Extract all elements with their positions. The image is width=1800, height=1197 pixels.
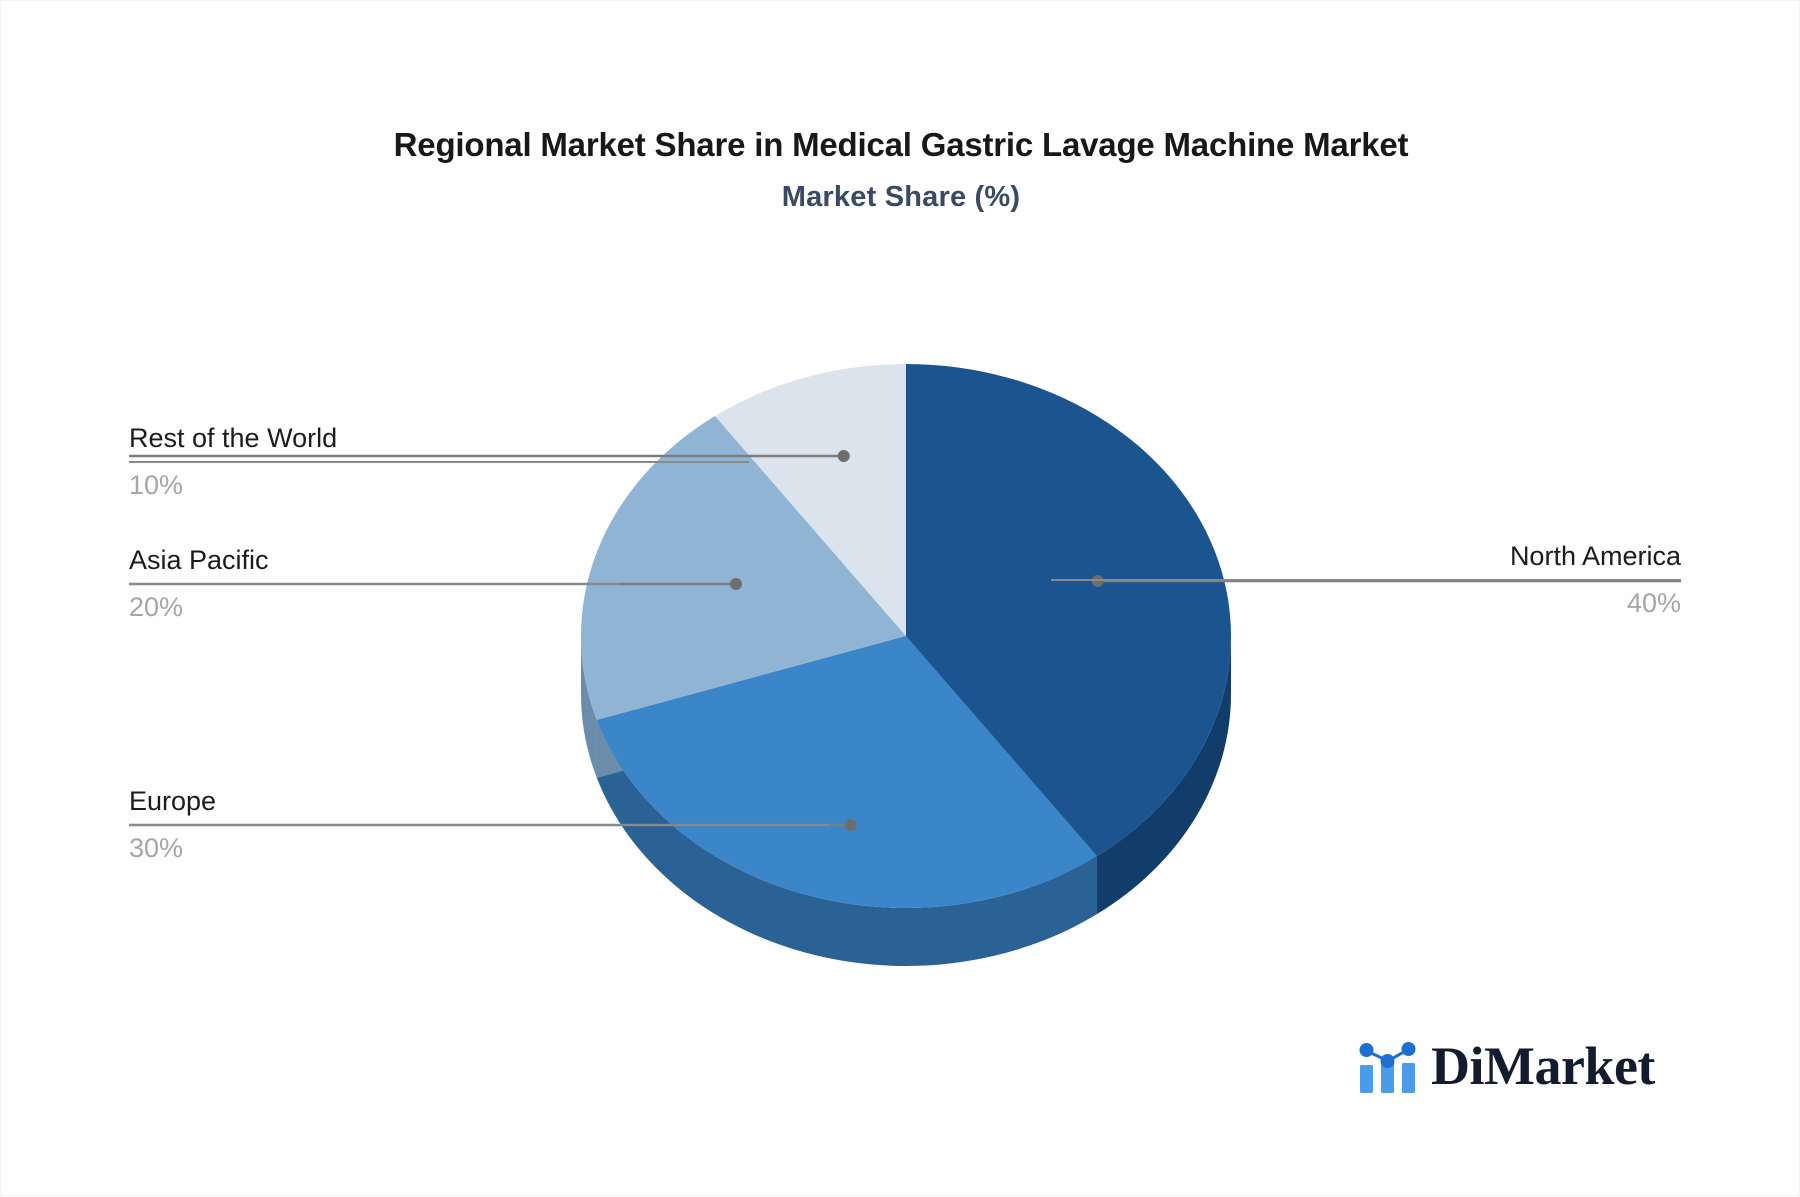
callout-label-north-america: North America	[1509, 541, 1681, 571]
callout-label-europe: Europe	[129, 786, 217, 816]
page-title: Regional Market Share in Medical Gastric…	[393, 126, 1409, 163]
callout-value-north-america: 40%	[1626, 588, 1681, 619]
callout-label-asia-pacific: Asia Pacific	[129, 545, 269, 575]
callout-rest-of-world: Rest of the World 10%	[129, 423, 749, 501]
callout-rule	[1051, 579, 1681, 582]
callout-asia-pacific: Asia Pacific 20%	[129, 545, 619, 623]
callout-value-europe: 30%	[129, 833, 184, 864]
chart-subtitle: Market Share (%)	[781, 181, 1021, 214]
title-block: Regional Market Share in Medical Gastric…	[1, 126, 1800, 214]
callout-label-rest-of-world: Rest of the World	[129, 423, 338, 453]
pie-slice-side	[1097, 636, 1231, 915]
leader-dot	[837, 450, 850, 462]
pie-leader-lines	[129, 450, 1681, 831]
leader-dot	[729, 578, 742, 590]
leader-dot	[844, 819, 857, 831]
pie-slice-cut-face	[596, 636, 906, 779]
brand-logo: DiMarket	[1357, 1037, 1655, 1095]
pie-slice-side	[581, 636, 597, 779]
callout-europe: Europe 30%	[129, 786, 829, 864]
brand-name: DiMarket	[1431, 1036, 1655, 1096]
callout-value-asia-pacific: 20%	[129, 592, 184, 623]
pie-slice-cut-face	[906, 636, 1098, 915]
callout-rule	[129, 583, 619, 586]
callout-rule	[129, 461, 749, 464]
callout-north-america: North America 40%	[1051, 541, 1681, 619]
bar-chart-trend-icon	[1359, 1042, 1416, 1093]
pie-slice-cut-face	[906, 636, 1098, 915]
pie-slice-cut-face	[596, 636, 906, 779]
pie-slice-europe[interactable]	[596, 636, 1098, 908]
callout-rule	[129, 824, 829, 827]
callout-value-rest-of-world: 10%	[129, 470, 184, 501]
